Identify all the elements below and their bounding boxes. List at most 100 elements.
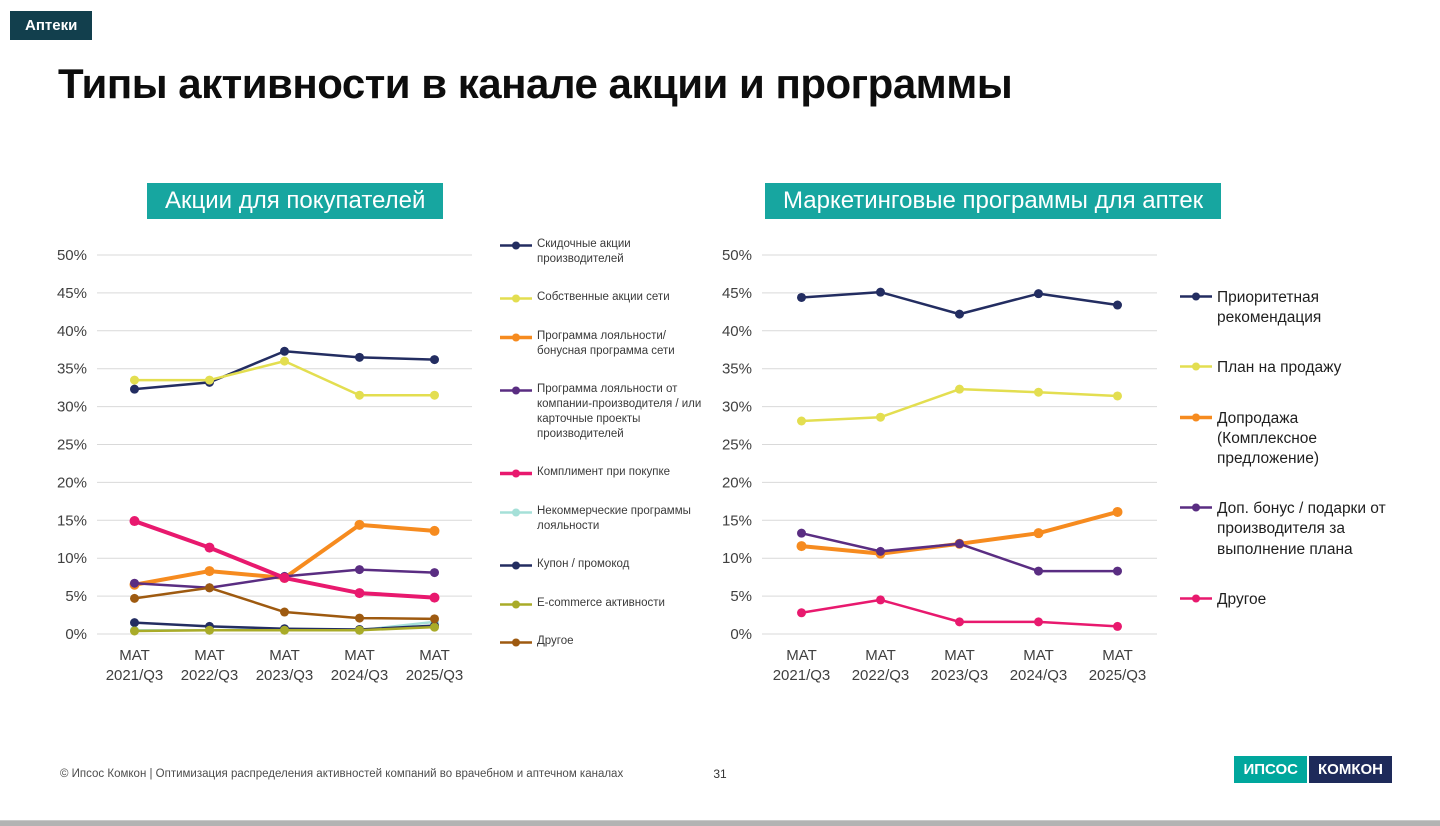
data-point [876,546,885,556]
chart-title-left: Акции для покупателей [147,183,444,219]
legend-pharmacy-programs: Приоритетная рекомендация План на продажу… [1180,288,1402,610]
data-point [429,592,440,603]
data-point [355,352,364,362]
data-point [130,618,139,628]
legend-item: Допродажа (Комплексное предложение) [1180,409,1402,469]
legend-label: Скидочные акции производителей [537,238,631,265]
svg-text:20%: 20% [722,474,752,491]
legend-marker-icon [500,386,532,395]
data-point [1112,506,1123,517]
logo-ipsos: ИПСОС [1234,756,1308,783]
legend-marker-icon [500,241,532,250]
svg-text:2021/Q3: 2021/Q3 [106,667,164,684]
data-point [355,565,364,575]
legend-label: Некоммерческие программы лояльности [537,504,691,532]
svg-text:МАТ: МАТ [194,647,225,664]
svg-text:45%: 45% [57,285,87,302]
svg-text:20%: 20% [57,474,87,491]
svg-text:40%: 40% [57,323,87,340]
legend-label: Купон / промокод [537,558,630,571]
data-point [354,588,365,599]
legend-label: Собственные акции сети [537,291,670,304]
series-line [800,387,1119,423]
data-point [876,595,885,605]
legend-item: Некоммерческие программы лояльности [500,504,715,534]
data-point [129,516,140,527]
data-point [1033,528,1044,539]
data-point [130,626,139,636]
data-point [1113,566,1122,576]
data-point [1034,289,1043,299]
legend-item: Приоритетная рекомендация [1180,288,1402,328]
legend-marker-icon [1180,292,1212,301]
data-point [130,593,139,603]
data-point [955,384,964,394]
legend-item: Другое [1180,590,1402,610]
data-point [355,613,364,623]
data-point [205,583,214,593]
data-point [1034,617,1043,627]
page-number: 31 [713,767,727,781]
data-point [955,539,964,549]
data-point [430,622,439,632]
data-point [280,346,289,356]
data-point [355,390,364,400]
legend-label: Другое [537,635,574,647]
svg-text:2024/Q3: 2024/Q3 [1010,667,1068,684]
svg-text:2022/Q3: 2022/Q3 [181,667,239,684]
data-point [796,541,807,552]
legend-shoppers: Скидочные акции производителей Собственны… [500,237,715,649]
legend-marker-icon [1180,503,1212,512]
svg-text:0%: 0% [730,626,752,643]
svg-text:2023/Q3: 2023/Q3 [256,667,314,684]
line-chart-pharmacy-programs: 0% 5% 10% 15% 20% 25% 30% 35% 40% 45% 50% МАТ 2021/Q… [722,247,1157,684]
data-point [1113,300,1122,310]
data-point [1034,387,1043,397]
svg-text:35%: 35% [722,361,752,378]
legend-label: Другое [1217,590,1267,608]
legend-item: Купон / промокод [500,557,715,572]
svg-text:МАТ: МАТ [119,647,150,664]
data-point [280,625,289,635]
svg-text:2023/Q3: 2023/Q3 [931,667,989,684]
svg-text:2025/Q3: 2025/Q3 [406,667,464,684]
data-point [797,528,806,538]
svg-text:МАТ: МАТ [269,647,300,664]
legend-item: Программа лояльности от компании-произво… [500,382,715,442]
data-point [430,568,439,578]
svg-text:МАТ: МАТ [865,647,896,664]
svg-text:МАТ: МАТ [1102,647,1133,664]
legend-item: План на продажу [1180,358,1402,378]
data-point [955,617,964,627]
ipsos-comcon-logo: ИПСОС КОМКОН [1234,756,1392,783]
svg-text:15%: 15% [722,512,752,529]
svg-text:2024/Q3: 2024/Q3 [331,667,389,684]
svg-text:МАТ: МАТ [1023,647,1054,664]
svg-text:10%: 10% [57,550,87,567]
legend-label: Доп. бонус / подарки от производителя за… [1217,500,1386,558]
data-point [1113,621,1122,631]
logo-comcon: КОМКОН [1309,756,1392,783]
data-point [280,607,289,617]
legend-label: E-commerce активности [537,596,665,609]
data-point [204,542,215,553]
data-point [430,614,439,624]
legend-item: E-commerce активности [500,596,715,611]
data-point [429,525,440,536]
svg-text:50%: 50% [57,247,87,264]
data-point [1113,391,1122,401]
svg-text:50%: 50% [722,247,752,264]
data-point [1034,566,1043,576]
data-point [430,390,439,400]
svg-text:МАТ: МАТ [419,647,450,664]
series-line [133,359,436,397]
svg-text:35%: 35% [57,361,87,378]
data-point [876,412,885,422]
svg-text:10%: 10% [722,550,752,567]
legend-marker-icon [500,469,532,478]
data-point [130,578,139,588]
line-chart-shoppers: 0% 5% 10% 15% 20% 25% 30% 35% 40% 45% 50% МАТ 2021/Q… [57,247,472,684]
legend-marker-icon [500,333,532,342]
legend-item: Другое [500,634,715,649]
